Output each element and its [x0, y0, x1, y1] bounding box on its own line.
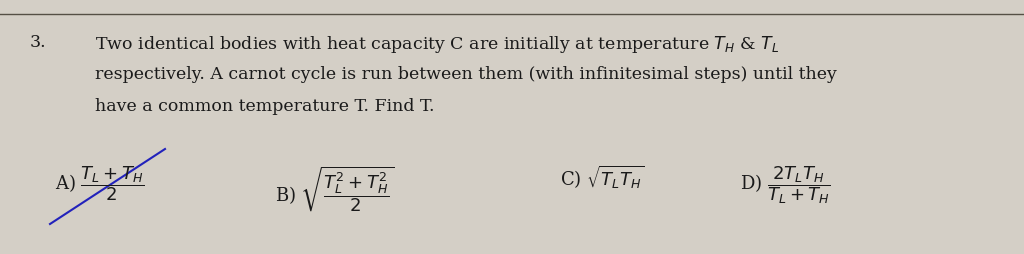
Text: respectively. A carnot cycle is run between them (with infinitesimal steps) unti: respectively. A carnot cycle is run betw… [95, 66, 837, 83]
Text: B) $\sqrt{\dfrac{T_L^2 + T_H^2}{2}}$: B) $\sqrt{\dfrac{T_L^2 + T_H^2}{2}}$ [275, 164, 394, 214]
Text: 3.: 3. [30, 34, 47, 51]
Text: D) $\dfrac{2T_L T_H}{T_L + T_H}$: D) $\dfrac{2T_L T_H}{T_L + T_H}$ [740, 164, 830, 206]
Text: Two identical bodies with heat capacity C are initially at temperature $T_H$ & $: Two identical bodies with heat capacity … [95, 34, 779, 55]
Text: have a common temperature T. Find T.: have a common temperature T. Find T. [95, 98, 434, 115]
Text: A) $\dfrac{T_L + T_H}{2}$: A) $\dfrac{T_L + T_H}{2}$ [55, 164, 144, 203]
Text: C) $\sqrt{T_L T_H}$: C) $\sqrt{T_L T_H}$ [560, 164, 645, 191]
